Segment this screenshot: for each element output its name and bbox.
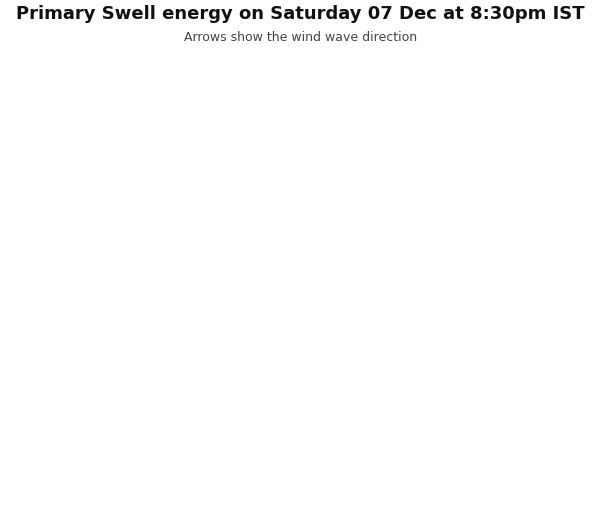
Text: Arrows show the wind wave direction: Arrows show the wind wave direction xyxy=(184,31,417,45)
Text: Primary Swell energy on Saturday 07 Dec at 8:30pm IST: Primary Swell energy on Saturday 07 Dec … xyxy=(16,5,585,23)
Text: Install cartopy for proper map: Install cartopy for proper map xyxy=(154,271,447,290)
